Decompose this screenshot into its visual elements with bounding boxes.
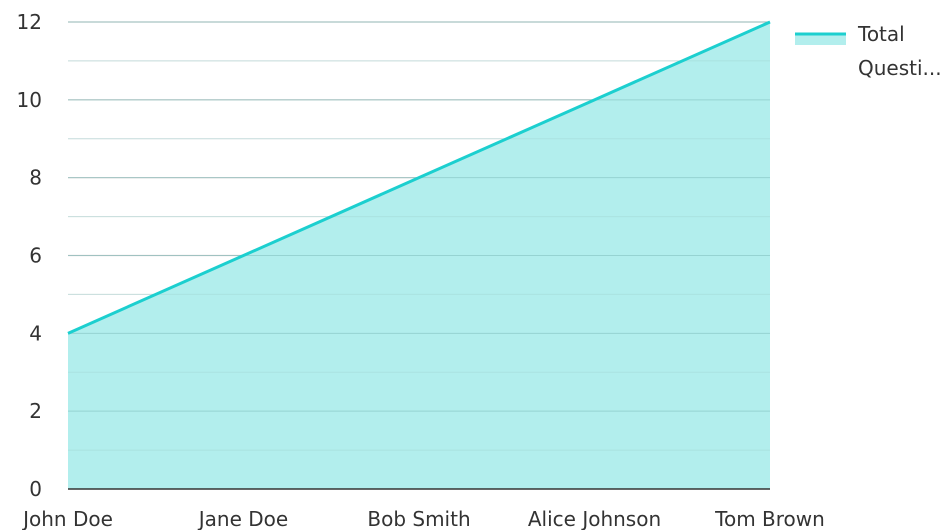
y-tick-label: 12 xyxy=(17,10,42,34)
legend-label-line-2: Questi... xyxy=(858,56,942,80)
y-tick-label: 10 xyxy=(17,88,42,112)
x-tick-label: Alice Johnson xyxy=(528,507,661,530)
y-tick-label: 8 xyxy=(29,166,42,190)
y-tick-label: 2 xyxy=(29,399,42,423)
series-line xyxy=(67,20,771,335)
legend[interactable]: Total Questi... xyxy=(795,22,942,80)
legend-swatch-fill xyxy=(795,34,846,45)
y-axis-ticks: 0 2 4 6 8 10 12 xyxy=(17,10,42,501)
x-tick-label: Jane Doe xyxy=(197,507,288,530)
x-axis-ticks: John Doe Jane Doe Bob Smith Alice Johnson To… xyxy=(21,507,825,530)
legend-label-line-1: Total xyxy=(857,22,905,46)
y-tick-label: 4 xyxy=(29,321,42,345)
x-tick-label: Bob Smith xyxy=(367,507,470,530)
x-tick-label: Tom Brown xyxy=(714,507,825,530)
series-area xyxy=(67,20,771,489)
x-tick-label: John Doe xyxy=(21,507,113,530)
y-tick-label: 6 xyxy=(29,244,42,268)
y-tick-label: 0 xyxy=(29,477,42,501)
